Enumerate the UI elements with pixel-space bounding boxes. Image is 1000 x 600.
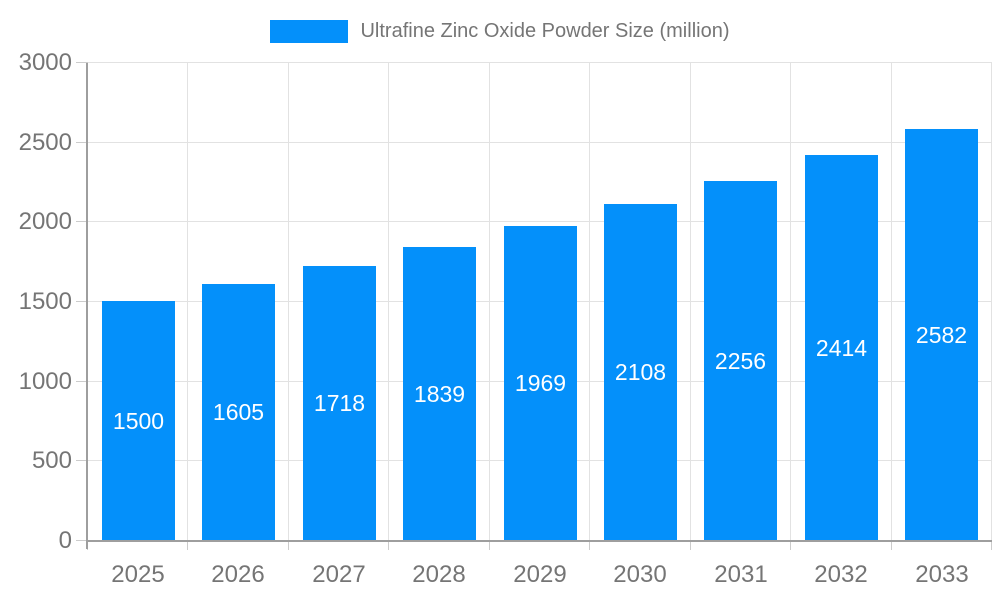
- y-axis-tick: [76, 62, 88, 63]
- gridline-v: [690, 63, 691, 541]
- x-axis-tick: [891, 542, 892, 550]
- gridline-v: [991, 63, 992, 541]
- x-axis-label: 2029: [513, 561, 567, 588]
- x-axis-label: 2033: [915, 561, 969, 588]
- bar-value-label: 1500: [112, 407, 165, 434]
- y-axis-label: 3000: [18, 49, 72, 76]
- bar[interactable]: 1839: [403, 247, 476, 540]
- gridline-h: [88, 62, 992, 63]
- bar-value-label: 1605: [212, 399, 265, 425]
- gridline-v: [589, 63, 590, 541]
- y-axis-label: 2000: [18, 208, 72, 235]
- bar-value-label: 1969: [514, 370, 567, 396]
- y-axis-tick: [76, 460, 88, 461]
- bar[interactable]: 2582: [905, 129, 978, 540]
- y-axis-label: 2500: [18, 129, 72, 156]
- x-axis-label: 2028: [412, 561, 466, 588]
- x-axis-tick: [589, 542, 590, 550]
- bar-value-label: 2414: [815, 334, 868, 361]
- gridline-h: [88, 221, 992, 222]
- x-axis-label: 2031: [714, 561, 768, 588]
- y-axis-tick: [76, 381, 88, 382]
- bar-value-label: 1718: [313, 390, 366, 416]
- legend-label: Ultrafine Zinc Oxide Powder Size (millio…: [360, 20, 730, 42]
- bar[interactable]: 2414: [805, 155, 878, 540]
- x-axis-tick: [690, 542, 691, 550]
- x-axis-label: 2027: [312, 561, 366, 588]
- gridline-v: [489, 63, 490, 541]
- bar[interactable]: 2108: [604, 204, 677, 540]
- y-axis-label: 1500: [18, 288, 72, 315]
- bar-value-label: 2582: [915, 321, 968, 348]
- x-axis-line: [88, 540, 992, 542]
- bar[interactable]: 1605: [202, 284, 275, 540]
- bar[interactable]: 1718: [303, 266, 376, 540]
- x-axis-label: 2026: [211, 561, 265, 588]
- bar[interactable]: 1500: [102, 301, 175, 540]
- gridline-h: [88, 142, 992, 143]
- x-axis-tick: [388, 542, 389, 550]
- x-axis-label: 2030: [613, 561, 667, 588]
- chart-legend[interactable]: Ultrafine Zinc Oxide Powder Size (millio…: [0, 20, 1000, 43]
- y-axis-label: 0: [58, 527, 72, 554]
- y-axis-tick: [76, 221, 88, 222]
- y-axis-line: [86, 63, 88, 549]
- y-axis-label: 1000: [18, 368, 72, 395]
- x-axis-tick: [991, 542, 992, 550]
- gridline-v: [187, 63, 188, 541]
- gridline-v: [790, 63, 791, 541]
- bar-value-label: 2108: [614, 359, 667, 385]
- gridline-v: [891, 63, 892, 541]
- legend-swatch: [270, 20, 349, 43]
- y-axis-tick: [76, 142, 88, 143]
- x-axis-tick: [187, 542, 188, 550]
- x-axis-tick: [790, 542, 791, 550]
- x-axis-tick: [489, 542, 490, 550]
- x-axis-label: 2025: [111, 561, 165, 588]
- x-axis-label: 2032: [814, 561, 868, 588]
- y-axis-tick: [76, 540, 88, 541]
- bar[interactable]: 1969: [504, 226, 577, 540]
- bar-value-label: 1839: [413, 380, 466, 407]
- x-axis-tick: [288, 542, 289, 550]
- y-axis-label: 500: [31, 447, 72, 474]
- bar-value-label: 2256: [714, 347, 767, 374]
- gridline-v: [288, 63, 289, 541]
- gridline-v: [388, 63, 389, 541]
- y-axis-tick: [76, 301, 88, 302]
- bar[interactable]: 2256: [704, 181, 777, 540]
